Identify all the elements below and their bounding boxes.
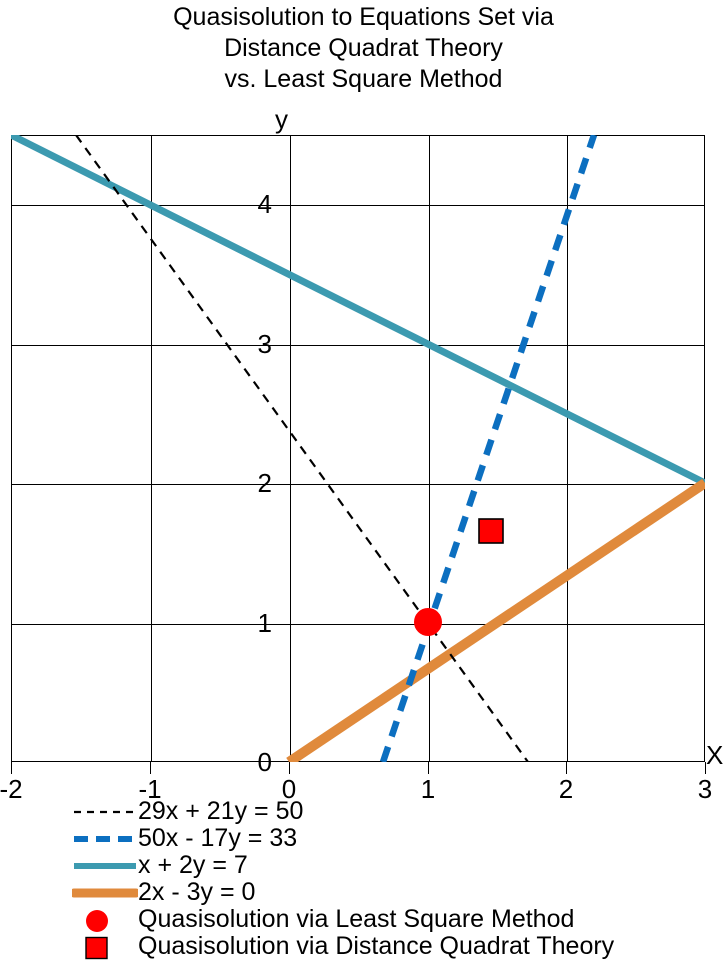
- gridline-x--1: [151, 136, 152, 762]
- gridline-x-0: [290, 136, 291, 762]
- x-tick-label--2: -2: [0, 774, 23, 804]
- legend-key-dashed-black: [72, 801, 138, 823]
- legend-item-dqt[interactable]: Quasisolution via Distance Quadrat Theor…: [72, 933, 712, 960]
- gridline-x-1: [429, 136, 430, 762]
- x-tick-label-3: 3: [697, 774, 713, 804]
- plot-area: [11, 135, 705, 762]
- chart-title-line-2: Distance Quadrat Theory: [224, 34, 503, 62]
- x-tick-1: [428, 762, 429, 774]
- legend-key-dashed-blue: [72, 828, 138, 850]
- legend-item-eq2[interactable]: 50x - 17y = 33: [72, 825, 712, 852]
- gridline-x-2: [567, 136, 568, 762]
- legend-key-red-square-icon: [72, 936, 138, 959]
- chart-title-line-3: vs. Least Square Method: [224, 65, 503, 93]
- x-axis-name: X: [706, 740, 724, 770]
- x-tick-3: [705, 762, 706, 774]
- y-tick-label-4: 4: [257, 189, 272, 219]
- y-tick-label-3: 3: [257, 329, 272, 359]
- legend-item-eq3[interactable]: x + 2y = 7: [72, 852, 712, 879]
- x-tick-0: [289, 762, 290, 774]
- legend-label-eq2: 50x - 17y = 33: [138, 824, 298, 852]
- y-tick-label-0: 0: [257, 747, 272, 777]
- legend-label-eq4: 2x - 3y = 0: [138, 878, 256, 906]
- chart-legend: 29x + 21y = 50 50x - 17y = 33 x + 2y = 7: [72, 798, 712, 960]
- legend-item-eq4[interactable]: 2x - 3y = 0: [72, 879, 712, 906]
- legend-item-eq1[interactable]: 29x + 21y = 50: [72, 798, 712, 825]
- gridline-y-4: [12, 205, 704, 206]
- legend-item-lsm[interactable]: Quasisolution via Least Square Method: [72, 906, 712, 933]
- legend-key-solid-teal: [72, 855, 138, 877]
- y-tick-label-1: 1: [257, 608, 272, 638]
- legend-label-eq1: 29x + 21y = 50: [138, 797, 304, 825]
- gridline-y-2: [12, 484, 704, 485]
- x-tick-2: [566, 762, 567, 774]
- chart-title: Quasisolution to Equations Set via Dista…: [0, 2, 727, 95]
- y-axis-name: y: [275, 104, 288, 134]
- legend-key-solid-orange: [72, 882, 138, 904]
- x-tick-label--1: -1: [138, 774, 162, 804]
- legend-label-lsm: Quasisolution via Least Square Method: [138, 905, 575, 933]
- x-tick-label-1: 1: [420, 774, 436, 804]
- legend-label-dqt: Quasisolution via Distance Quadrat Theor…: [138, 932, 615, 960]
- legend-key-red-circle-icon: [72, 909, 138, 932]
- x-tick--2: [11, 762, 12, 774]
- x-tick-label-0: 0: [281, 774, 297, 804]
- x-axis-line: [11, 761, 705, 762]
- x-tick-label-2: 2: [558, 774, 574, 804]
- y-tick-label-2: 2: [257, 468, 272, 498]
- legend-label-eq3: x + 2y = 7: [138, 851, 248, 879]
- gridline-y-3: [12, 345, 704, 346]
- chart-title-line-1: Quasisolution to Equations Set via: [173, 3, 554, 31]
- gridline-y-1: [12, 624, 704, 625]
- x-tick--1: [150, 762, 151, 774]
